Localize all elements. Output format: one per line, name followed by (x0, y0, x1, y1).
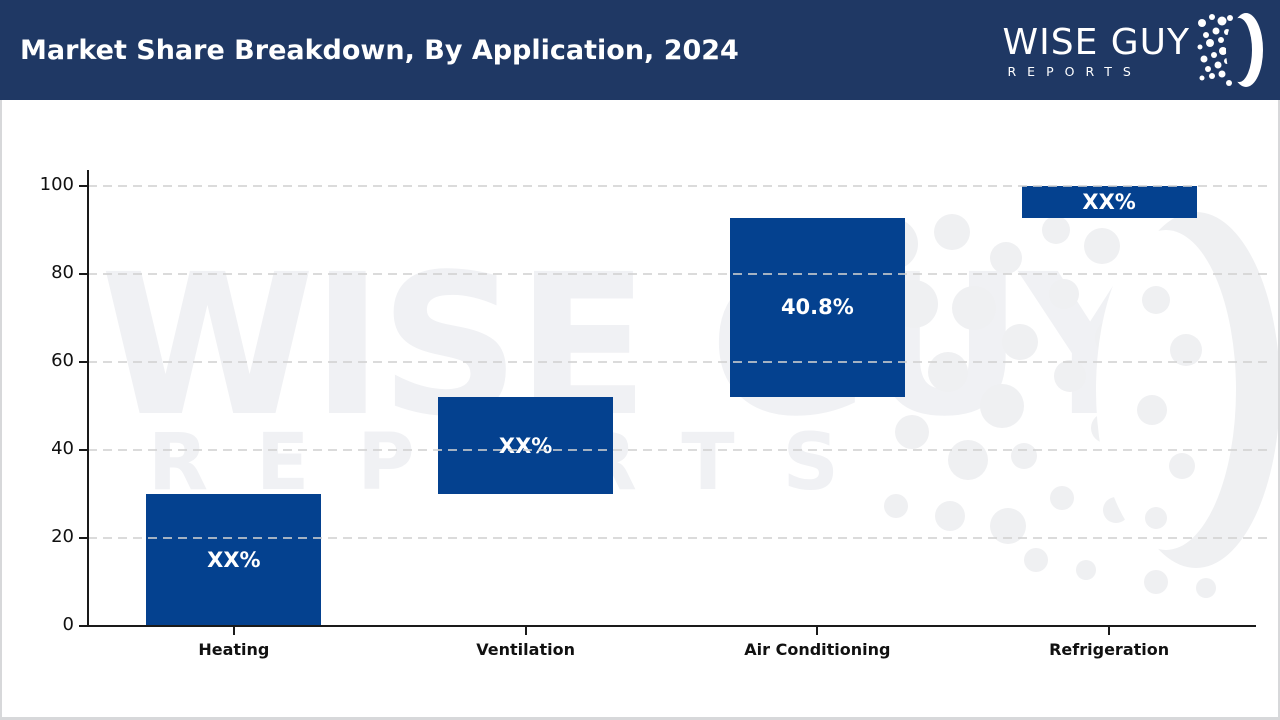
gridline-20 (88, 537, 1272, 539)
y-tick-mark (79, 273, 87, 275)
gridline-80 (88, 273, 1272, 275)
y-tick-label: 40 (51, 438, 74, 459)
watermark-face-icon (866, 212, 1280, 598)
logo-subtext: REPORTS (1007, 64, 1142, 80)
y-tick-label: 60 (51, 350, 74, 371)
y-tick-label: 20 (51, 526, 74, 547)
bar-air-conditioning: 40.8% (729, 217, 905, 398)
y-axis-line (87, 170, 89, 627)
y-tick-label: 100 (39, 174, 74, 195)
y-tick-mark (79, 537, 87, 539)
x-tick-label: Air Conditioning (744, 640, 891, 659)
x-tick-mark (524, 627, 527, 635)
x-axis-line (87, 625, 1256, 627)
bar-ventilation: XX% (438, 397, 614, 494)
canvas-border-right (1278, 100, 1280, 720)
header-bar: Market Share Breakdown, By Application, … (0, 0, 1280, 100)
canvas-border-bottom (0, 717, 1280, 720)
logo-wordmark: WISE GUY (1002, 21, 1190, 63)
bar-value-label: XX% (498, 433, 553, 458)
y-tick-label: 80 (51, 262, 74, 283)
bar-value-label: 40.8% (780, 295, 854, 320)
y-tick-label: 0 (62, 614, 74, 635)
gridline-40 (88, 449, 1272, 451)
bar-refrigeration: XX% (1021, 186, 1197, 218)
chart-title: Market Share Breakdown, By Application, … (20, 34, 739, 66)
x-tick-label: Ventilation (476, 640, 575, 659)
y-tick-mark (79, 361, 87, 363)
y-tick-mark (79, 625, 87, 627)
gridline-100 (88, 185, 1272, 187)
x-tick-mark (232, 627, 235, 635)
wiseguy-logo-text: WISE GUY REPORTS (1003, 23, 1191, 80)
gridline-60 (88, 361, 1272, 363)
wiseguy-face-icon (1197, 13, 1263, 87)
bar-heating: XX% (146, 494, 322, 626)
wiseguy-logo: WISE GUY REPORTS (1003, 10, 1267, 92)
bar-value-label: XX% (1082, 189, 1136, 214)
bar-value-label: XX% (207, 548, 261, 572)
y-tick-mark (79, 449, 87, 451)
y-tick-mark (79, 185, 87, 187)
x-tick-label: Refrigeration (1049, 640, 1170, 659)
x-tick-label: Heating (198, 640, 270, 659)
canvas-border-left (0, 100, 2, 720)
x-tick-mark (816, 627, 819, 635)
x-tick-mark (1108, 627, 1111, 635)
